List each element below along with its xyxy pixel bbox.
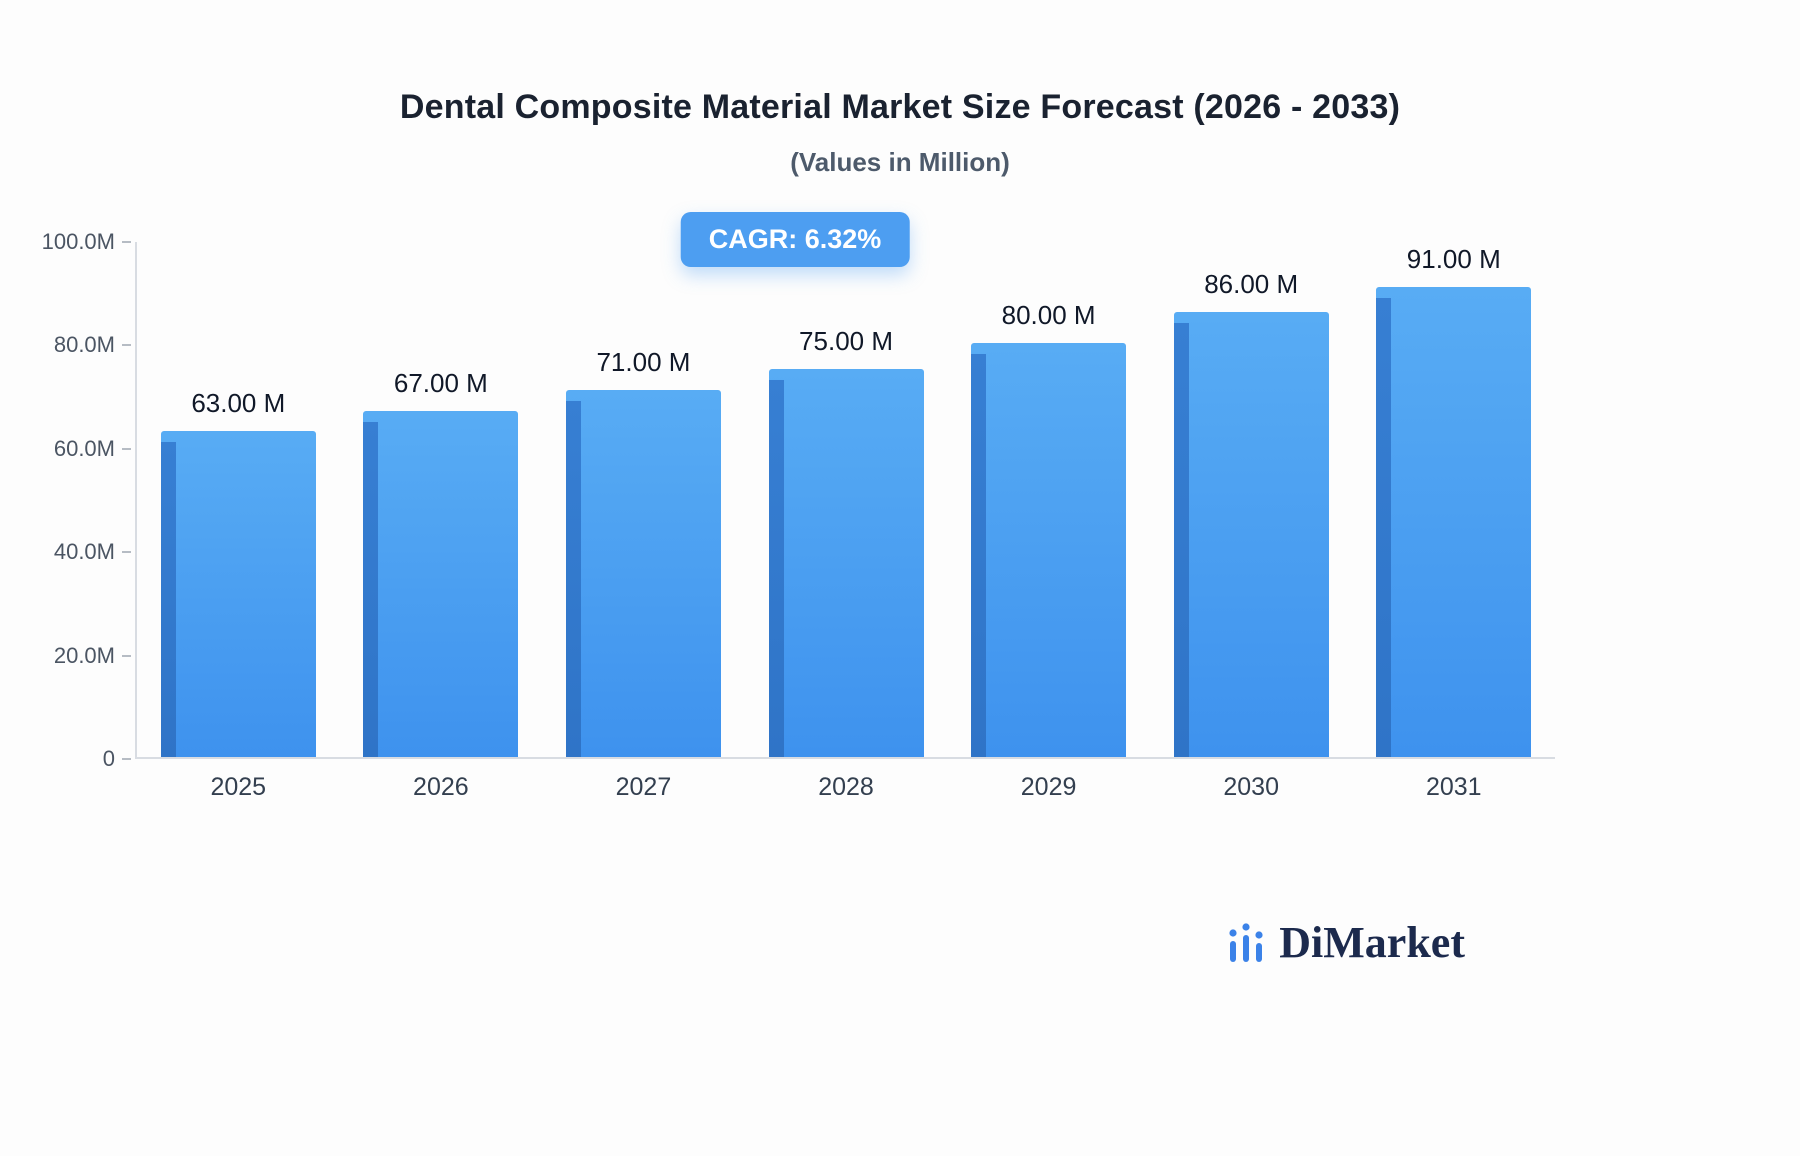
tick-mark xyxy=(122,551,131,554)
bar-2031[interactable] xyxy=(1376,286,1532,758)
bar-slot: 67.00 M xyxy=(340,367,543,758)
bar-value-label: 67.00 M xyxy=(393,367,488,398)
y-axis-tick: 80.0M xyxy=(54,332,131,358)
x-axis-label: 2029 xyxy=(1020,773,1077,801)
bar-value-label: 75.00 M xyxy=(799,326,893,357)
bar-slot: 91.00 M xyxy=(1352,243,1555,758)
y-axis-tick-label: 100.0M xyxy=(41,229,115,254)
bar-slot: 75.00 M xyxy=(745,326,948,757)
bar-2029[interactable] xyxy=(971,343,1127,757)
x-axis-label: 2026 xyxy=(413,773,469,801)
bar-value-label: 91.00 M xyxy=(1406,243,1501,274)
chart-body: 100.0M 80.0M 60.0M 40.0M 20.0M 0 63.00 M 67.00… xyxy=(35,216,1555,771)
y-axis-tick: 20.0M xyxy=(54,643,131,669)
tick-mark xyxy=(122,344,131,347)
dimarket-logo-icon xyxy=(1229,923,1263,962)
bar-value-label: 86.00 M xyxy=(1204,269,1299,300)
x-axis-label: 2030 xyxy=(1223,773,1279,801)
brand-name: DiMarket xyxy=(1279,918,1465,968)
bar-slot: 86.00 M xyxy=(1150,269,1353,757)
chart-subtitle: (Values in Million) xyxy=(790,147,1010,177)
tick-mark xyxy=(122,758,131,760)
bar-value-label: 71.00 M xyxy=(596,346,691,377)
x-axis-label: 2027 xyxy=(615,773,672,801)
tick-mark xyxy=(122,447,131,450)
y-axis-tick-label: 60.0M xyxy=(53,435,115,461)
bar-slot: 71.00 M xyxy=(542,346,745,758)
chart-section: CAGR: 6.32% 100.0M 80.0M 60.0M 40.0M 20.0M 0 … xyxy=(35,212,1555,802)
y-axis: 100.0M 80.0M 60.0M 40.0M 20.0M 0 xyxy=(35,229,135,771)
bar-2030[interactable] xyxy=(1173,312,1329,757)
tick-mark xyxy=(122,241,131,243)
bar-2026[interactable] xyxy=(363,410,519,758)
y-axis-tick-label: 80.0M xyxy=(53,332,115,358)
y-axis-tick: 100.0M xyxy=(42,229,131,255)
y-axis-tick: 60.0M xyxy=(54,436,131,462)
bar-2027[interactable] xyxy=(565,389,721,758)
bar-value-label: 63.00 M xyxy=(191,388,286,419)
bar-2025[interactable] xyxy=(160,431,316,757)
tick-mark xyxy=(122,654,131,657)
bar-2028[interactable] xyxy=(768,369,924,757)
chart-title: Dental Composite Material Market Size Fo… xyxy=(399,88,1401,126)
cagr-badge: CAGR: 6.32% xyxy=(680,212,910,267)
y-axis-tick: 0 xyxy=(103,746,131,772)
x-axis-label: 2025 xyxy=(210,773,267,801)
brand-logo: DiMarket xyxy=(1225,918,1465,968)
y-axis-tick-label: 20.0M xyxy=(53,642,115,668)
bar-value-label: 80.00 M xyxy=(1001,300,1096,331)
bar-slot: 80.00 M xyxy=(947,300,1150,757)
plot-area: 63.00 M 67.00 M 71.00 M 75.00 M 80.00 M 86.00… xyxy=(135,242,1555,759)
y-axis-tick-label: 40.0M xyxy=(53,539,115,565)
chart-header: Dental Composite Material Market Size Fo… xyxy=(0,0,1800,178)
y-axis-tick: 40.0M xyxy=(54,539,131,565)
x-axis-label: 2031 xyxy=(1425,773,1482,801)
x-axis-labels: 2025 2026 2027 2028 2029 2030 2031 xyxy=(137,773,1555,802)
bar-slot: 63.00 M xyxy=(137,388,340,757)
y-axis-tick-label: 0 xyxy=(102,746,115,771)
x-axis-label: 2028 xyxy=(818,773,874,801)
